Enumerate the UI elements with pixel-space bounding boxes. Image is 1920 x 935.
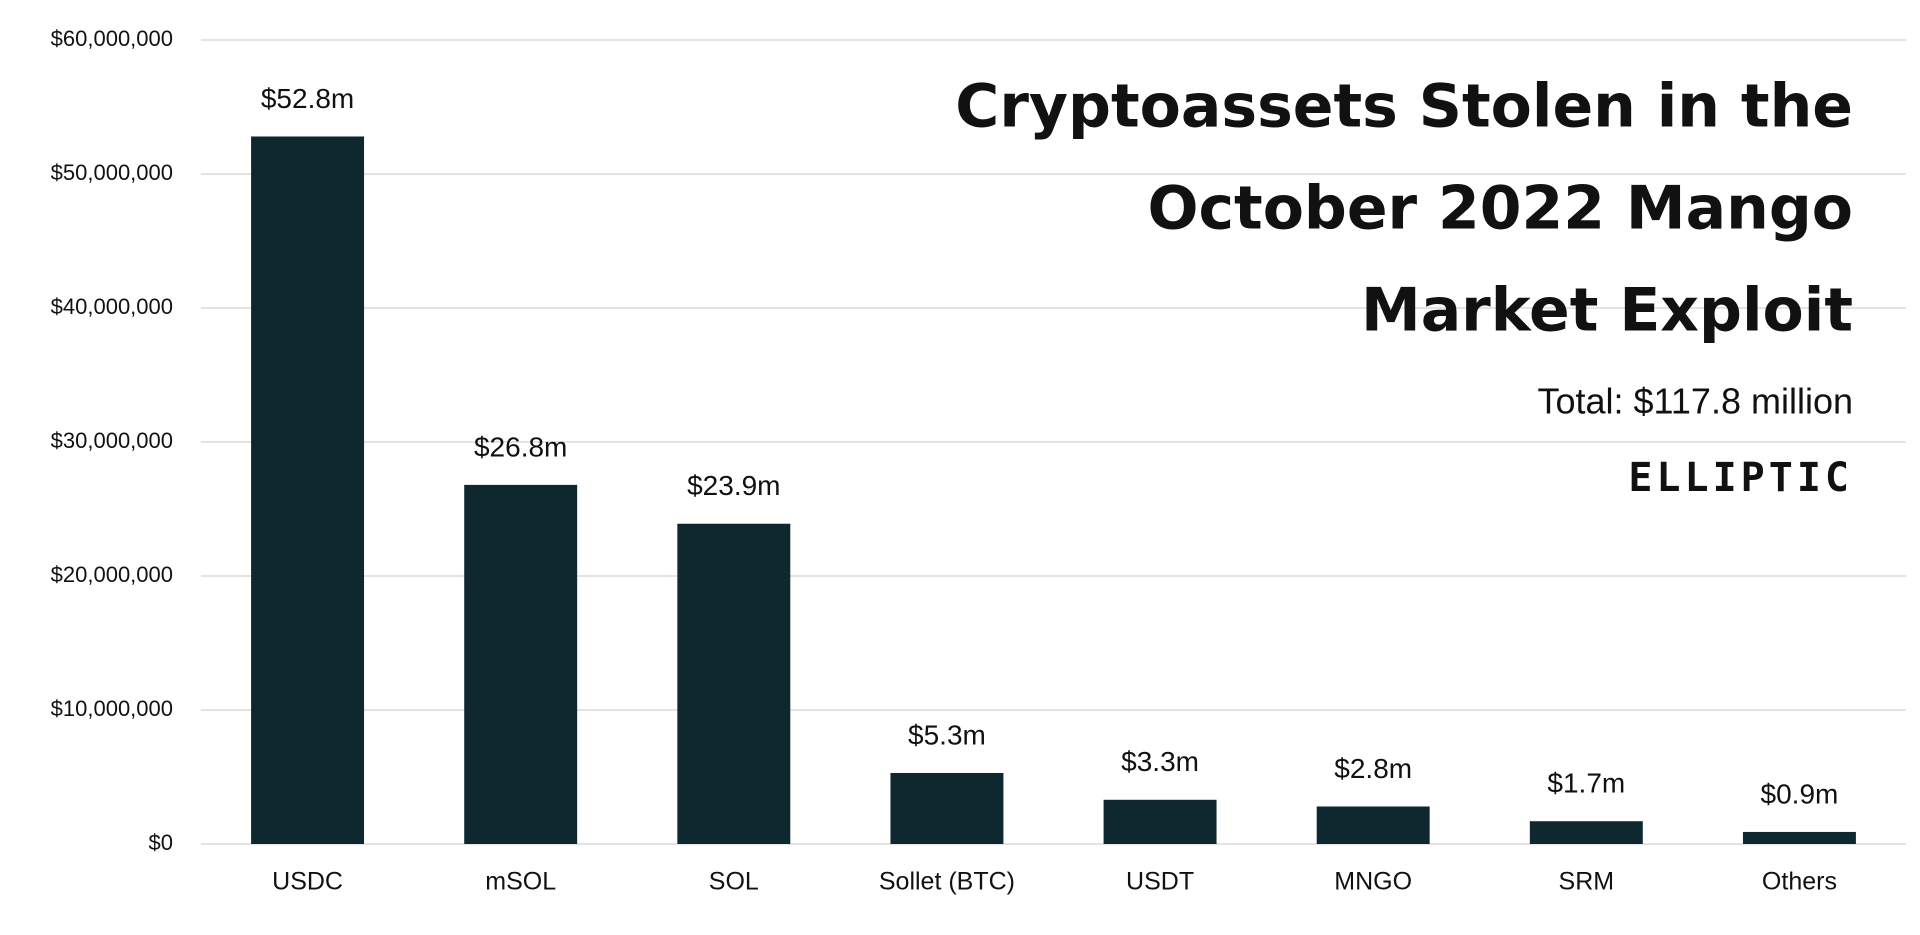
bar [1529, 821, 1643, 844]
x-tick-label: MNGO [1334, 868, 1412, 896]
y-tick-label: $30,000,000 [51, 428, 173, 453]
x-tick-label: SRM [1559, 868, 1615, 896]
chart-title: Cryptoassets Stolen in the [955, 72, 1853, 142]
x-tick-label: SOL [709, 868, 759, 896]
value-label: $5.3m [908, 719, 986, 750]
bar [251, 136, 365, 845]
x-tick-label: USDT [1126, 868, 1194, 896]
x-tick-label: mSOL [485, 868, 556, 896]
bar [1742, 831, 1856, 844]
y-tick-label: $0 [149, 830, 173, 855]
x-tick-label: Others [1762, 868, 1837, 896]
y-tick-label: $10,000,000 [51, 696, 173, 721]
bar [890, 772, 1004, 844]
bar [464, 484, 578, 844]
x-tick-label: Sollet (BTC) [879, 868, 1015, 896]
bar [677, 523, 791, 844]
bar [1316, 806, 1430, 844]
bar [1103, 799, 1217, 844]
value-label: $52.8m [261, 83, 354, 114]
value-label: $0.9m [1761, 778, 1839, 809]
value-label: $2.8m [1334, 753, 1412, 784]
y-tick-label: $40,000,000 [51, 294, 173, 319]
value-label: $3.3m [1121, 746, 1199, 777]
logo: ELLIPTIC [1628, 455, 1853, 501]
y-tick-label: $60,000,000 [51, 26, 173, 51]
value-label: $1.7m [1547, 768, 1625, 799]
chart-title: October 2022 Mango [1147, 174, 1853, 244]
value-label: $23.9m [687, 470, 780, 501]
y-tick-label: $50,000,000 [51, 160, 173, 185]
chart-title: Market Exploit [1361, 276, 1853, 346]
y-tick-label: $20,000,000 [51, 562, 173, 587]
value-label: $26.8m [474, 431, 567, 462]
chart-subtitle: Total: $117.8 million [1537, 381, 1853, 422]
x-tick-label: USDC [272, 868, 343, 896]
